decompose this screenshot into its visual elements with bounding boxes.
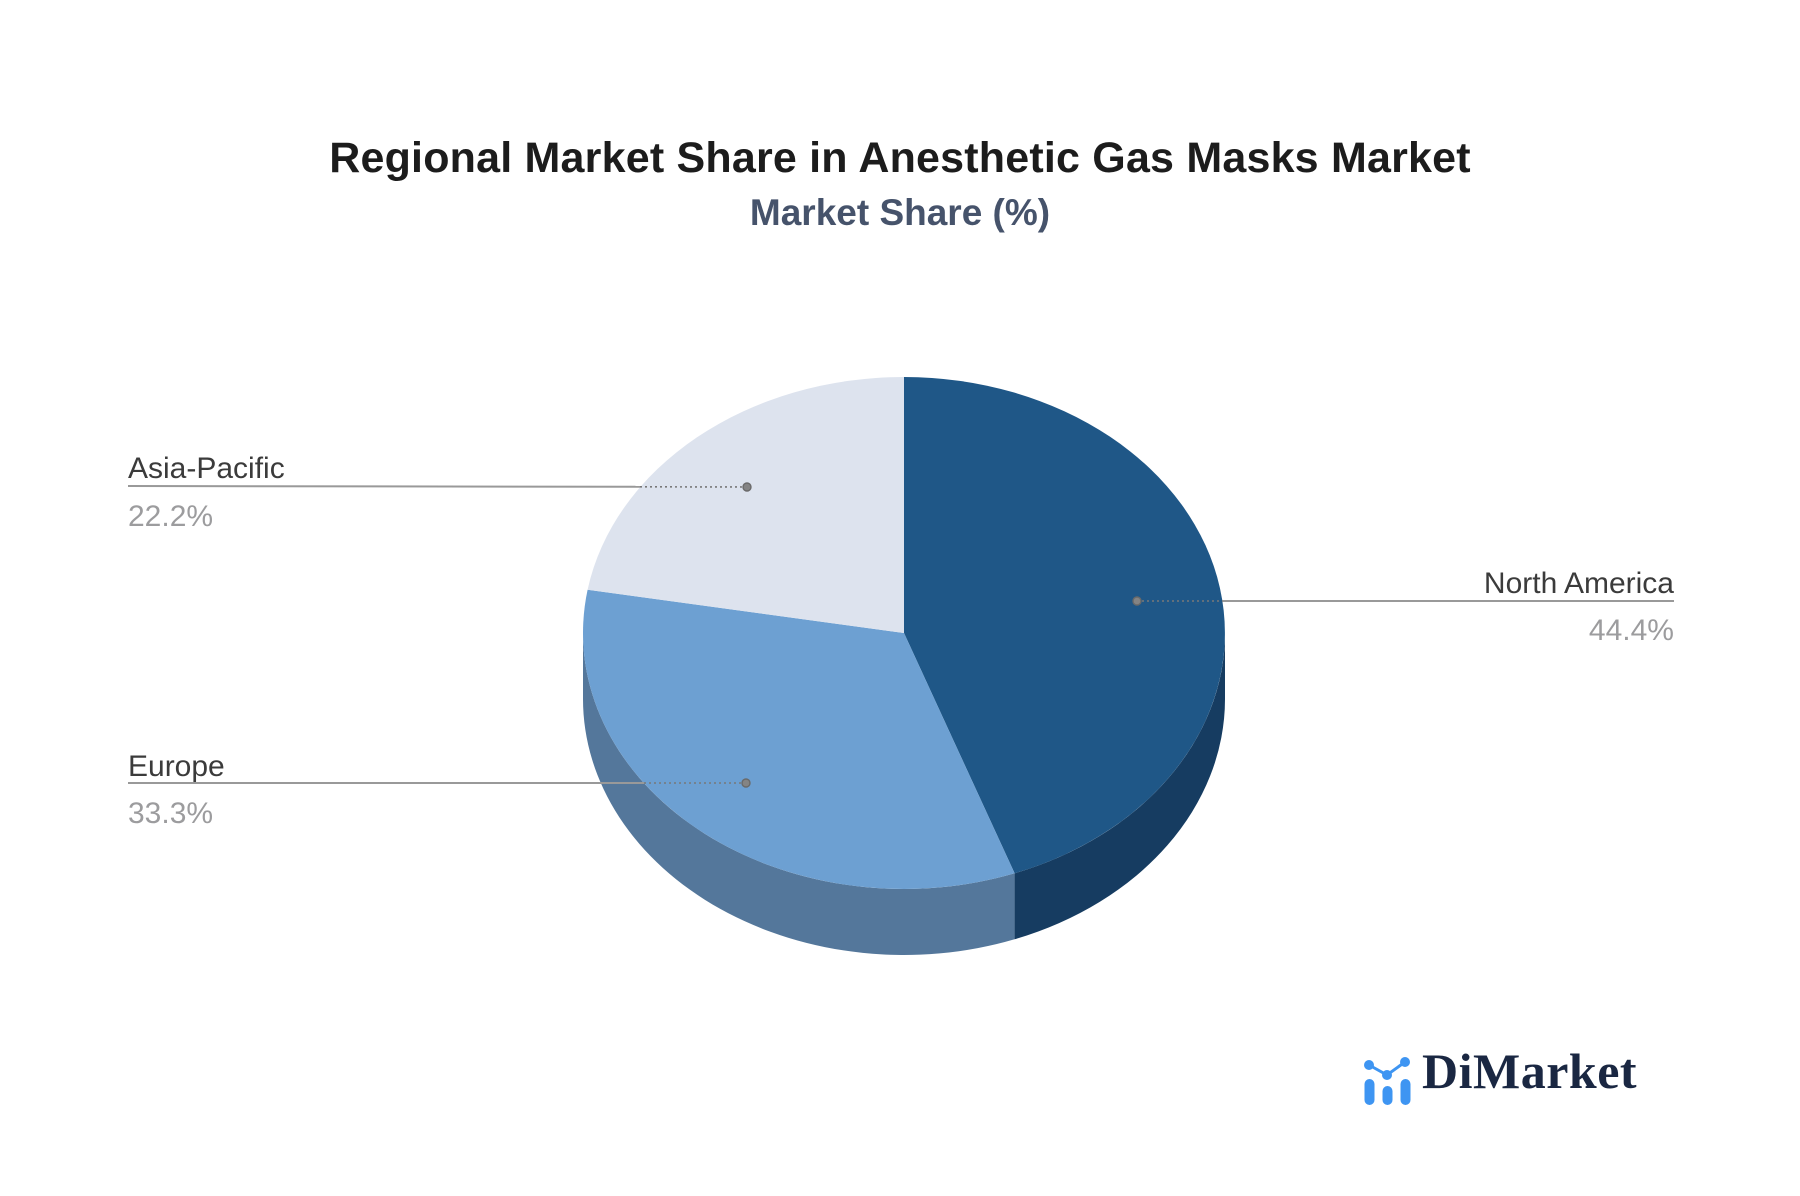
pie-slice-side-europe xyxy=(583,633,1015,955)
chart-subtitle: Market Share (%) xyxy=(749,192,1051,233)
pie-slice-north-america xyxy=(904,377,1225,874)
leader-dot-asia-pacific xyxy=(742,482,752,492)
label-north-america-name: North America xyxy=(1483,567,1674,600)
label-north-america: North America 44.4% xyxy=(1484,569,1674,646)
leader-dot-north-america xyxy=(1132,596,1142,606)
label-north-america-value: 44.4% xyxy=(1588,614,1674,647)
dimarket-logo-text: DiMarket xyxy=(1422,1043,1638,1099)
leader-line-asia-pacific xyxy=(127,485,641,488)
label-asia-pacific: Asia-Pacific 22.2% xyxy=(128,454,285,532)
label-asia-pacific-value: 22.2% xyxy=(128,500,214,533)
pie-slice-europe xyxy=(583,589,1015,889)
dimarket-logo: DiMarket xyxy=(1360,1038,1640,1114)
label-europe: Europe 33.3% xyxy=(128,752,225,829)
label-asia-pacific-name: Asia-Pacific xyxy=(128,452,285,485)
pie-slice-side-north-america xyxy=(1014,633,1225,940)
label-europe-name: Europe xyxy=(128,750,225,783)
pie-slice-asia-pacific xyxy=(587,377,904,633)
label-europe-value: 33.3% xyxy=(128,797,214,830)
bar-line-chart-icon xyxy=(1364,1057,1411,1105)
chart-title: Regional Market Share in Anesthetic Gas … xyxy=(329,134,1471,182)
leader-dot-europe xyxy=(741,778,751,788)
